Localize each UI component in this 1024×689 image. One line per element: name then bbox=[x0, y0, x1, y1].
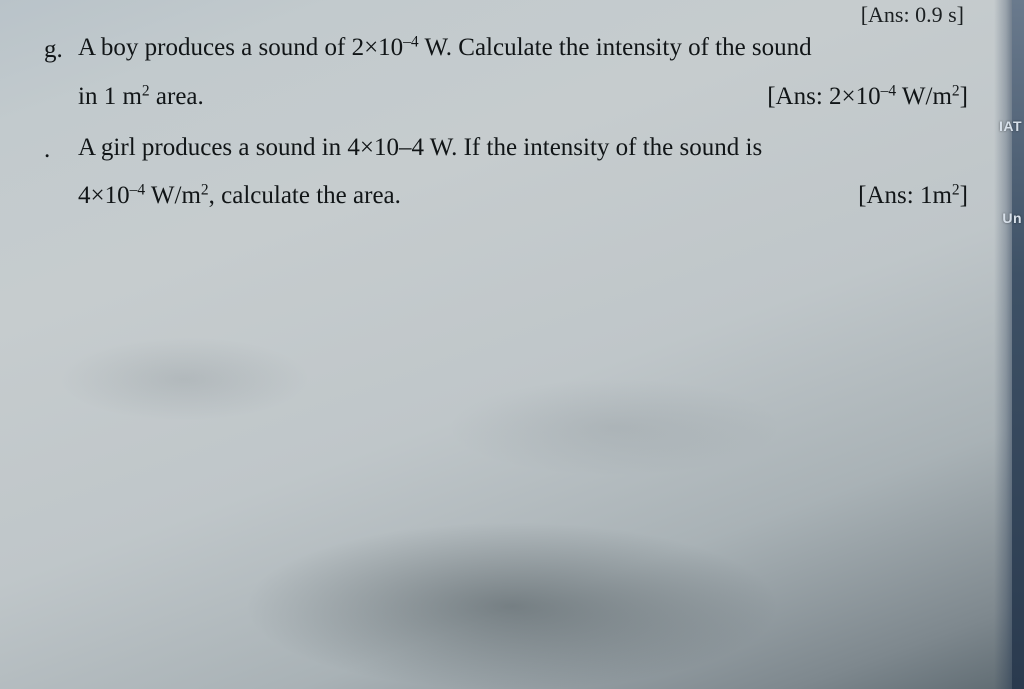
problem-g: g. A boy produces a sound of 2×10–4 W. C… bbox=[44, 24, 980, 122]
ans-label: Ans: bbox=[868, 2, 910, 27]
problem-answer: [Ans: 2×10–4 W/m2] bbox=[767, 73, 968, 122]
problem-body: A girl produces a sound in 4×10–4 W. If … bbox=[78, 124, 980, 222]
margin-label-lower: Un bbox=[1002, 210, 1022, 226]
previous-answer-fragment: [Ans: 0.9 s] bbox=[861, 2, 964, 28]
problem-marker: . bbox=[44, 124, 78, 175]
problem-line-1: A girl produces a sound in 4×10–4 W. If … bbox=[78, 124, 968, 173]
problem-line-1: A boy produces a sound of 2×10–4 W. Calc… bbox=[78, 24, 968, 73]
problem-line-2-text: 4×10–4 W/m2, calculate the area. bbox=[78, 172, 401, 221]
problem-answer: [Ans: 1m2] bbox=[858, 172, 968, 221]
margin-label-upper: IAT bbox=[999, 118, 1022, 134]
problem-line-2-text: in 1 m2 area. bbox=[78, 73, 204, 122]
book-spine-strip bbox=[1012, 0, 1024, 689]
problem-body: A boy produces a sound of 2×10–4 W. Calc… bbox=[78, 24, 980, 122]
problem-h: . A girl produces a sound in 4×10–4 W. I… bbox=[44, 124, 980, 222]
problem-marker: g. bbox=[44, 24, 78, 75]
problem-line-2: in 1 m2 area. [Ans: 2×10–4 W/m2] bbox=[78, 73, 968, 122]
textbook-page: [Ans: 0.9 s] g. A boy produces a sound o… bbox=[0, 0, 1024, 689]
problem-line-2: 4×10–4 W/m2, calculate the area. [Ans: 1… bbox=[78, 172, 968, 221]
